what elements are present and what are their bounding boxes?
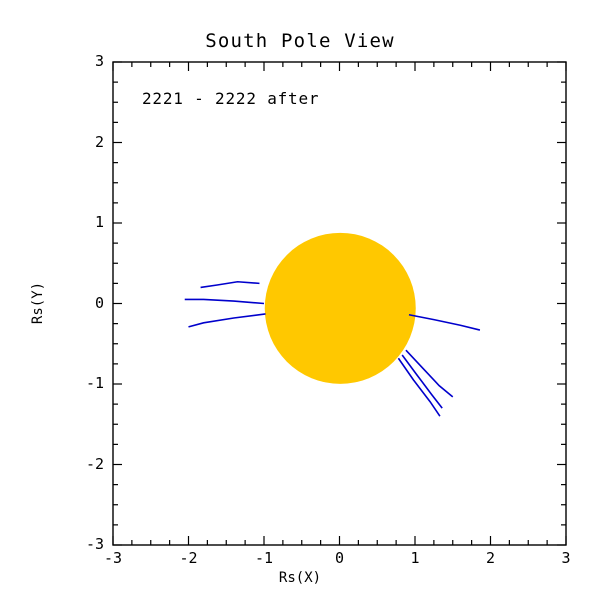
line-right-shallow — [408, 313, 481, 331]
line-left-upper — [200, 280, 260, 289]
line-right-steep-3 — [397, 357, 441, 417]
x-tick-label: 2 — [485, 549, 496, 567]
y-tick-label: 2 — [94, 132, 104, 151]
x-tick-label: 3 — [561, 549, 571, 567]
y-tick-label: -1 — [85, 374, 104, 392]
y-tick-label: -2 — [85, 454, 104, 473]
y-tick-label: 1 — [94, 213, 104, 231]
line-left-lower — [188, 313, 266, 328]
x-axis-label: Rs(X) — [278, 570, 322, 586]
y-axis-label: Rs(Y) — [30, 281, 46, 325]
annotation-text: 2221 - 2222 after — [142, 89, 320, 108]
y-tick-label: -3 — [85, 535, 104, 553]
x-tick-label: -2 — [179, 549, 198, 567]
x-tick-label: 0 — [334, 549, 345, 567]
y-tick-label: 3 — [94, 52, 104, 70]
x-tick-label: -1 — [254, 549, 274, 567]
x-tick-label: 1 — [410, 549, 420, 567]
plot-title: South Pole View — [205, 30, 395, 52]
line-left-middle — [184, 298, 265, 305]
saturn-disk — [264, 232, 416, 384]
x-tick-label: -3 — [103, 549, 123, 567]
line-right-steep-2 — [401, 354, 443, 409]
line-right-steep-1 — [405, 349, 454, 398]
y-tick-label: 0 — [94, 293, 104, 312]
